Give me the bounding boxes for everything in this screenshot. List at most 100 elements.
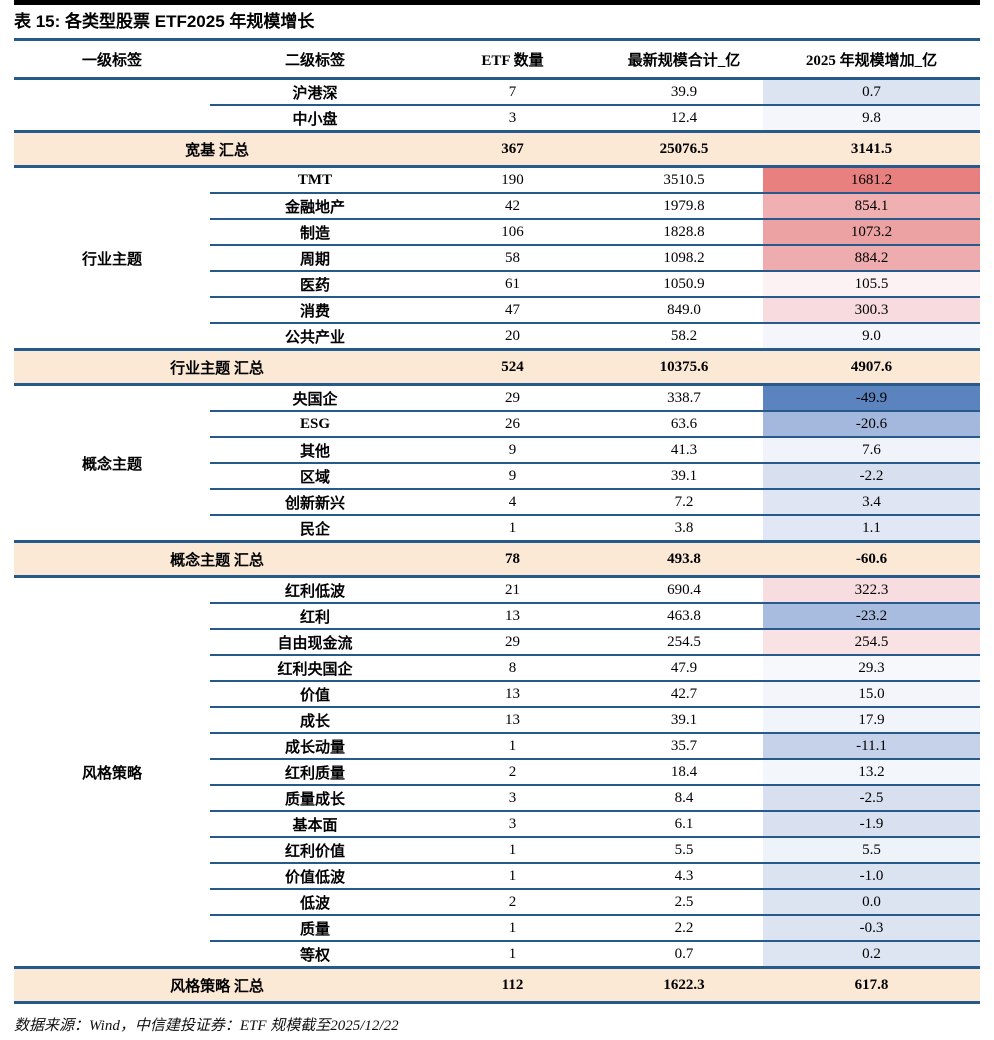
- category-group: 沪港深 7 39.9 0.7 中小盘 3 12.4 9.8: [14, 80, 980, 130]
- group-rows: TMT 190 3510.5 1681.2 金融地产 42 1979.8 854.1 制造 106…: [210, 168, 980, 348]
- summary-row: 行业主题 汇总 524 10375.6 4907.6: [14, 348, 980, 386]
- col-header-level2-label: 二级标签: [284, 52, 345, 69]
- cell-level2-label: 价值低波: [284, 869, 345, 886]
- cell-etf-count: 8: [508, 659, 517, 676]
- cell-latest-total: 3.8: [674, 519, 694, 536]
- table-row: 制造 106 1828.8 1073.2: [210, 218, 980, 244]
- cell-level2-label: 创新新兴: [284, 495, 345, 512]
- summary-etf-count: 367: [501, 140, 524, 157]
- cell-level2-label: 金融地产: [284, 199, 345, 216]
- cell-2025-change: 9.0: [763, 324, 980, 348]
- cell-etf-count: 13: [505, 607, 520, 624]
- cell-level2-label: 中小盘: [292, 111, 338, 128]
- category-group: 概念主题 央国企 29 338.7 -49.9 ESG 26 63.6 -20.6 其他 9 41.3…: [14, 386, 980, 540]
- cell-etf-count: 20: [505, 327, 520, 344]
- cell-level2-label: 周期: [299, 251, 330, 268]
- cell-latest-total: 463.8: [667, 607, 701, 624]
- cell-etf-count: 2: [508, 763, 517, 780]
- table-row: 其他 9 41.3 7.6: [210, 436, 980, 462]
- cell-level2-label: 沪港深: [292, 85, 338, 102]
- table-row: 沪港深 7 39.9 0.7: [210, 80, 980, 104]
- table-row: 质量成长 3 8.4 -2.5: [210, 784, 980, 810]
- cell-level2-label: 红利价值: [284, 843, 345, 860]
- cell-etf-count: 42: [505, 197, 520, 214]
- source-note: 数据来源：Wind，中信建投证券：ETF 规模截至2025/12/22: [14, 1018, 399, 1034]
- cell-latest-total: 58.2: [670, 327, 698, 344]
- table-row: 红利价值 1 5.5 5.5: [210, 836, 980, 862]
- table-row: 周期 58 1098.2 884.2: [210, 244, 980, 270]
- cell-latest-total: 690.4: [667, 581, 701, 598]
- cell-level2-label: 民企: [299, 521, 330, 538]
- table-row: 金融地产 42 1979.8 854.1: [210, 192, 980, 218]
- cell-etf-count: 190: [501, 171, 524, 188]
- table-row: 成长动量 1 35.7 -11.1: [210, 732, 980, 758]
- cell-etf-count: 1: [508, 841, 517, 858]
- cell-latest-total: 849.0: [667, 301, 701, 318]
- cell-latest-total: 39.1: [670, 711, 698, 728]
- cell-level2-label: 质量: [299, 921, 330, 938]
- summary-latest-total: 493.8: [667, 550, 701, 567]
- cell-etf-count: 13: [505, 711, 520, 728]
- table-row: 民企 1 3.8 1.1: [210, 514, 980, 540]
- cell-etf-count: 1: [508, 737, 517, 754]
- table-row: 红利央国企 8 47.9 29.3: [210, 654, 980, 680]
- table-row: 医药 61 1050.9 105.5: [210, 270, 980, 296]
- cell-2025-change: 13.2: [763, 760, 980, 784]
- cell-etf-count: 4: [508, 493, 517, 510]
- cell-latest-total: 1979.8: [663, 197, 705, 214]
- cell-2025-change: 1681.2: [763, 168, 980, 192]
- summary-2025-change: -60.6: [855, 550, 888, 567]
- cell-level2-label: 区域: [299, 469, 330, 486]
- cell-2025-change: -0.3: [763, 916, 980, 940]
- summary-latest-total: 1622.3: [663, 976, 705, 993]
- table-row: 消费 47 849.0 300.3: [210, 296, 980, 322]
- cell-level2-label: 其他: [299, 443, 330, 460]
- cell-2025-change: 322.3: [763, 578, 980, 602]
- cell-latest-total: 4.3: [674, 867, 694, 884]
- cell-etf-count: 21: [505, 581, 520, 598]
- table-row: TMT 190 3510.5 1681.2: [210, 168, 980, 192]
- cell-level2-label: 等权: [299, 947, 330, 964]
- cell-etf-count: 9: [508, 467, 517, 484]
- group-rows: 红利低波 21 690.4 322.3 红利 13 463.8 -23.2 自由现金流 29 254…: [210, 578, 980, 966]
- table-row: ESG 26 63.6 -20.6: [210, 410, 980, 436]
- cell-level2-label: 成长动量: [284, 739, 345, 756]
- cell-2025-change: 9.8: [763, 106, 980, 130]
- table-title: 表 15: 各类型股票 ETF2025 年规模增长: [14, 12, 315, 31]
- cell-2025-change: 105.5: [763, 272, 980, 296]
- cell-latest-total: 3510.5: [663, 171, 705, 188]
- cell-level2-label: TMT: [297, 171, 333, 188]
- group-level1-label: 风格策略: [81, 765, 142, 782]
- cell-etf-count: 47: [505, 301, 520, 318]
- cell-2025-change: 884.2: [763, 246, 980, 270]
- cell-latest-total: 41.3: [670, 441, 698, 458]
- cell-2025-change: 1073.2: [763, 220, 980, 244]
- cell-level2-label: 红利低波: [284, 583, 345, 600]
- cell-etf-count: 3: [508, 789, 517, 806]
- cell-2025-change: 7.6: [763, 438, 980, 462]
- summary-row: 宽基 汇总 367 25076.5 3141.5: [14, 130, 980, 168]
- cell-latest-total: 39.1: [670, 467, 698, 484]
- summary-2025-change: 4907.6: [850, 358, 893, 375]
- col-header-level1-label: 一级标签: [81, 52, 142, 69]
- cell-2025-change: 0.2: [763, 942, 980, 966]
- cell-2025-change: 854.1: [763, 194, 980, 218]
- group-level1-label: 概念主题: [81, 456, 142, 473]
- cell-2025-change: 15.0: [763, 682, 980, 706]
- summary-latest-total: 10375.6: [659, 358, 709, 375]
- cell-level2-label: ESG: [299, 415, 330, 432]
- cell-etf-count: 9: [508, 441, 517, 458]
- title-rule: [14, 38, 980, 41]
- cell-level2-label: 央国企: [292, 391, 338, 408]
- cell-etf-count: 1: [508, 519, 517, 536]
- group-rows: 沪港深 7 39.9 0.7 中小盘 3 12.4 9.8: [210, 80, 980, 130]
- cell-2025-change: 0.0: [763, 890, 980, 914]
- cell-etf-count: 1: [508, 919, 517, 936]
- summary-label: 风格策略 汇总: [170, 978, 264, 995]
- table-row: 中小盘 3 12.4 9.8: [210, 104, 980, 130]
- table-row: 公共产业 20 58.2 9.0: [210, 322, 980, 348]
- cell-2025-change: 254.5: [763, 630, 980, 654]
- cell-level2-label: 自由现金流: [277, 635, 353, 652]
- category-group: 风格策略 红利低波 21 690.4 322.3 红利 13 463.8 -23.2 自由现金流 2…: [14, 578, 980, 966]
- cell-etf-count: 13: [505, 685, 520, 702]
